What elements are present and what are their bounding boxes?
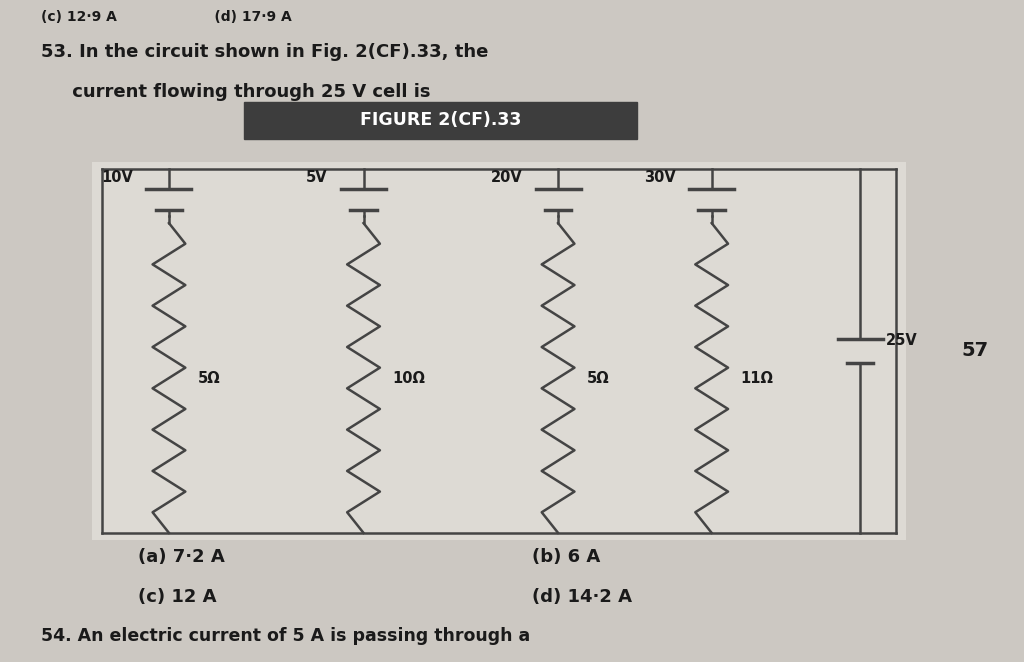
Text: 5Ω: 5Ω bbox=[587, 371, 609, 385]
Text: 53. In the circuit shown in Fig. 2(CF).33, the: 53. In the circuit shown in Fig. 2(CF).3… bbox=[41, 43, 488, 61]
Text: 11Ω: 11Ω bbox=[740, 371, 773, 385]
FancyBboxPatch shape bbox=[244, 102, 637, 139]
Text: current flowing through 25 V cell is: current flowing through 25 V cell is bbox=[41, 83, 430, 101]
Text: 5Ω: 5Ω bbox=[198, 371, 220, 385]
Text: (d) 14·2 A: (d) 14·2 A bbox=[532, 588, 633, 606]
Text: 57: 57 bbox=[962, 342, 988, 360]
Text: 25V: 25V bbox=[886, 332, 918, 348]
Bar bbox=[92, 162, 906, 540]
Text: (a) 7·2 A: (a) 7·2 A bbox=[138, 548, 225, 566]
Text: (c) 12·9 A                    (d) 17·9 A: (c) 12·9 A (d) 17·9 A bbox=[41, 10, 292, 24]
Text: 30V: 30V bbox=[644, 170, 676, 185]
Text: (c) 12 A: (c) 12 A bbox=[138, 588, 217, 606]
Text: (b) 6 A: (b) 6 A bbox=[532, 548, 601, 566]
Text: 5V: 5V bbox=[306, 170, 328, 185]
Text: 20V: 20V bbox=[490, 170, 522, 185]
Text: FIGURE 2(CF).33: FIGURE 2(CF).33 bbox=[359, 111, 521, 130]
Text: 54. An electric current of 5 A is passing through a: 54. An electric current of 5 A is passin… bbox=[41, 628, 530, 645]
Text: 10Ω: 10Ω bbox=[392, 371, 425, 385]
Text: 10V: 10V bbox=[101, 170, 133, 185]
